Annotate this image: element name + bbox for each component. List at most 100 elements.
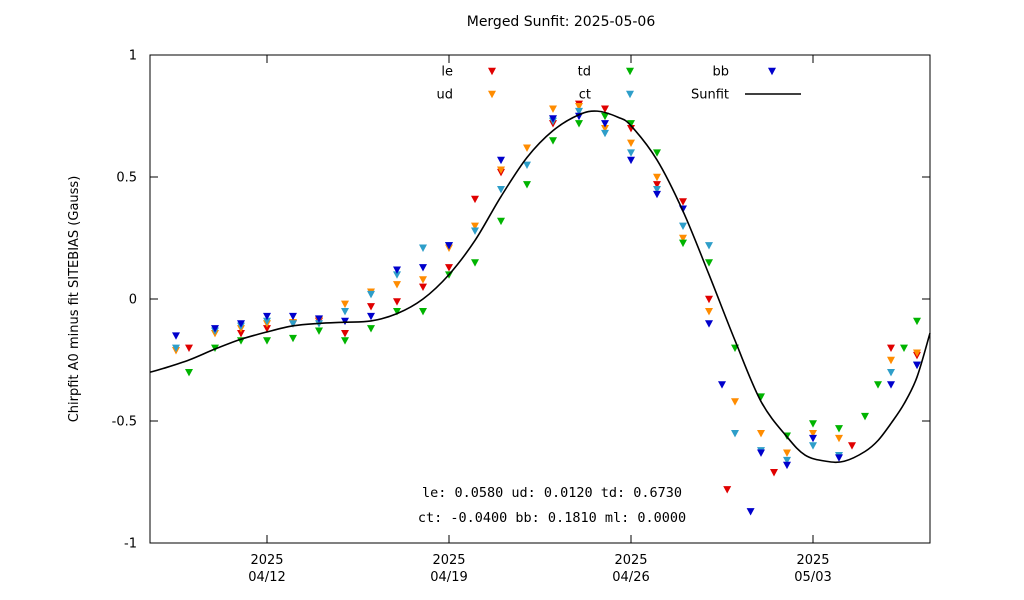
data-point-td [679,239,687,248]
data-point-ct [393,271,401,279]
data-point-bb [172,332,180,340]
data-point-bb [263,312,271,321]
data-point-le [848,442,856,450]
data-point-ud [705,308,713,316]
data-point-td [627,120,635,128]
x-tick-year: 2025 [250,553,283,568]
legend-marker-td [626,67,634,76]
data-point-le [341,329,349,338]
y-axis-label: Chirpfit A0 minus fit SITEBIAS (Gauss) [67,176,82,423]
data-point-td [419,308,427,316]
data-point-le [419,283,427,291]
data-point-bb [497,156,505,165]
data-point-ud [575,103,583,111]
data-point-le [601,105,609,113]
legend-marker-bb [768,67,776,76]
data-point-le [653,181,661,189]
y-tick-label: 0 [129,293,137,308]
data-point-td [471,259,479,267]
data-point-bb [289,312,297,321]
data-point-ct [601,129,609,138]
data-point-le [705,295,713,304]
data-point-bb [445,242,453,250]
data-point-ct [809,442,817,450]
series-bb [172,112,921,516]
data-point-le [471,195,479,204]
data-point-ct [289,320,297,328]
series-le [185,100,921,494]
data-point-bb [419,264,427,272]
data-point-td [861,412,869,421]
series-ct [172,107,921,465]
data-point-td [523,181,531,189]
data-point-bb [367,312,375,321]
data-point-ct [679,222,687,230]
data-point-le [679,198,687,206]
data-point-ud [471,222,479,230]
data-point-le [887,344,895,352]
data-point-bb [393,266,401,274]
data-point-ct [575,107,583,116]
data-point-ct [419,244,427,252]
y-tick-label: -0.5 [112,415,137,430]
fit-params-line: le: 0.0580 ud: 0.0120 td: 0.6730 [422,485,682,501]
data-point-ct [627,149,635,157]
data-point-ud [497,166,505,174]
x-tick-year: 2025 [614,553,647,568]
data-point-bb [913,361,921,370]
data-point-td [900,344,908,352]
legend-label-le: le [441,65,453,80]
data-point-ct [497,186,505,194]
data-point-ct [887,369,895,377]
data-point-bb [601,120,609,128]
data-point-td [874,381,882,389]
data-point-ud [783,449,791,457]
series-td [185,112,921,440]
data-point-td [185,369,193,377]
data-point-bb [705,320,713,328]
data-point-ct [783,456,791,465]
data-point-ud [835,434,843,443]
x-tick-date: 04/26 [612,570,649,585]
series-ud [172,103,921,457]
legend-marker-le [488,67,496,76]
data-point-ud [627,139,635,148]
y-tick-label: 1 [129,49,137,64]
data-point-ud [679,234,687,243]
data-point-ct [367,290,375,299]
data-point-ud [523,144,531,152]
data-point-td [653,149,661,157]
legend-marker-ct [626,90,634,99]
data-point-le [237,329,245,338]
x-tick-date: 05/03 [794,570,831,585]
data-point-ct [523,161,531,169]
data-point-le [263,325,271,333]
data-point-ud [913,349,921,357]
data-point-le [393,298,401,306]
data-point-le [185,344,193,352]
legend-label-td: td [578,65,591,80]
data-point-ct [263,317,271,326]
data-point-bb [887,381,895,389]
data-point-bb [757,449,765,457]
data-point-bb [653,190,661,199]
plot-area: -1 -0.5 0 0.5 1 2025 04/12 2025 04/19 2025 04/26 20… [112,49,931,585]
y-tick-label: 0.5 [116,171,137,186]
data-point-ud [653,173,661,182]
legend-label-ct: ct [579,88,591,103]
x-tick-date: 04/12 [248,570,285,585]
data-point-le [723,486,732,494]
data-point-ct [705,242,713,250]
data-point-td [705,259,713,267]
legend-label-ud: ud [437,88,454,103]
data-point-bb [237,320,245,328]
legend-marker-ud [488,90,496,99]
data-point-td [575,120,583,128]
legend-label-Sunfit: Sunfit [691,88,729,103]
data-point-td [497,217,505,226]
data-point-ct [731,430,739,438]
data-point-ct [172,344,180,352]
data-point-ud [757,430,765,438]
